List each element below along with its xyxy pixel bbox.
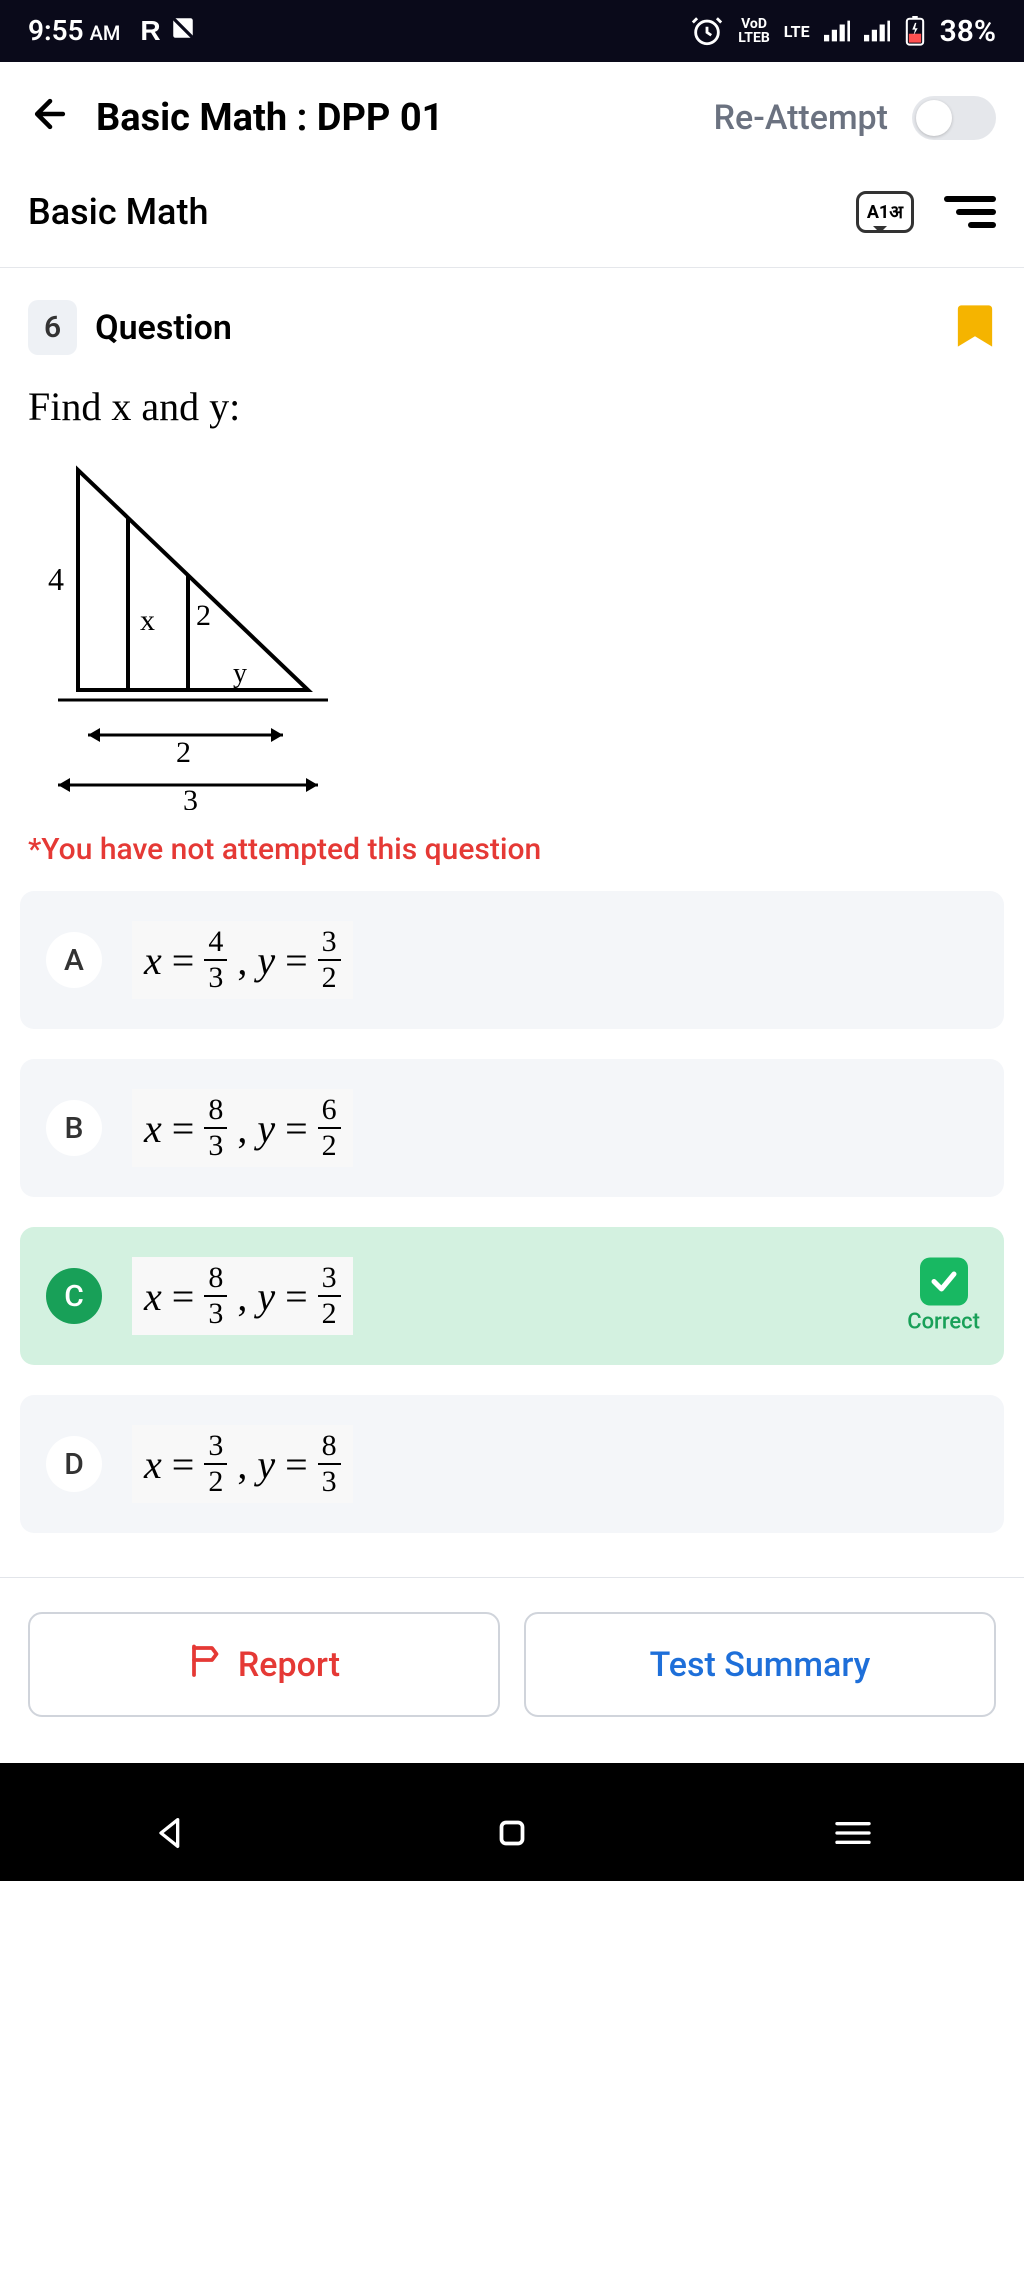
volte-icon: VoDLTEB [738,17,770,45]
options-list: A x= 43 ,y= 32 B x= 83 ,y= 62 C x= 83 ,y… [0,867,1024,1557]
question-number-badge: 6 [28,300,77,355]
check-icon [920,1258,968,1306]
option-d[interactable]: D x= 32 ,y= 83 [20,1395,1004,1533]
chapter-title: Basic Math [28,191,208,233]
svg-text:3: 3 [183,784,198,810]
correct-label: Correct [907,1310,980,1335]
signal-1-icon [824,20,850,42]
report-button[interactable]: Report [28,1612,500,1717]
status-left: 9:55 AM R [28,14,196,48]
black-strip [0,1763,1024,1785]
language-badge[interactable]: A1अ [856,191,914,233]
option-c-letter: C [46,1268,102,1324]
correct-badge: Correct [907,1258,980,1335]
svg-text:2: 2 [196,599,211,632]
battery-icon [904,16,926,46]
svg-text:4: 4 [48,561,64,597]
test-summary-button[interactable]: Test Summary [524,1612,996,1717]
status-time: 9:55 [28,14,84,47]
android-status-bar: 9:55 AM R VoDLTEB LTE 38% [0,0,1024,62]
page-title: Basic Math : DPP 01 [96,96,690,140]
status-ampm: AM [90,21,121,45]
option-a-letter: A [46,932,102,988]
back-arrow-icon[interactable] [28,92,72,143]
flag-icon [188,1642,224,1687]
not-attempted-warning: *You have not attempted this question [28,832,996,867]
summary-label: Test Summary [650,1645,871,1685]
question-header-row: 6 Question [28,300,996,355]
option-b-math: x= 83 ,y= 62 [132,1089,353,1167]
status-app-icons: R [140,15,195,48]
lte-label: LTE [784,22,810,41]
nav-home-icon[interactable] [494,1815,530,1851]
option-b-letter: B [46,1100,102,1156]
signal-2-icon [864,20,890,42]
status-app-flag-icon [170,15,196,48]
svg-text:x: x [140,604,155,637]
bookmark-icon[interactable] [954,302,996,354]
status-right: VoDLTEB LTE 38% [690,14,996,49]
question-section: 6 Question Find x and y: 4 x 2 y 2 [0,268,1024,867]
option-b[interactable]: B x= 83 ,y= 62 [20,1059,1004,1197]
subheader-actions: A1अ [856,191,996,233]
option-d-math: x= 32 ,y= 83 [132,1425,353,1503]
triangle-figure: 4 x 2 y 2 3 [28,450,996,814]
question-prompt: Find x and y: [28,383,996,430]
subheader: Basic Math A1अ [0,173,1024,268]
status-app-r-icon: R [140,15,159,47]
option-c-math: x= 83 ,y= 32 [132,1257,353,1335]
option-c[interactable]: C x= 83 ,y= 32 Correct [20,1227,1004,1365]
nav-back-icon[interactable] [151,1813,191,1853]
option-a-math: x= 43 ,y= 32 [132,921,353,999]
nav-recents-icon[interactable] [833,1818,873,1848]
reattempt-label: Re-Attempt [714,98,888,138]
battery-pct: 38% [940,14,996,49]
option-a[interactable]: A x= 43 ,y= 32 [20,891,1004,1029]
report-label: Report [238,1645,340,1685]
footer-buttons: Report Test Summary [0,1578,1024,1763]
filter-icon[interactable] [944,196,996,228]
android-nav-bar [0,1785,1024,1881]
app-header: Basic Math : DPP 01 Re-Attempt [0,62,1024,173]
question-label: Question [95,308,232,348]
svg-text:2: 2 [176,736,191,769]
alarm-icon [690,14,724,48]
option-d-letter: D [46,1436,102,1492]
reattempt-toggle[interactable] [912,96,996,140]
svg-text:y: y [233,658,247,689]
